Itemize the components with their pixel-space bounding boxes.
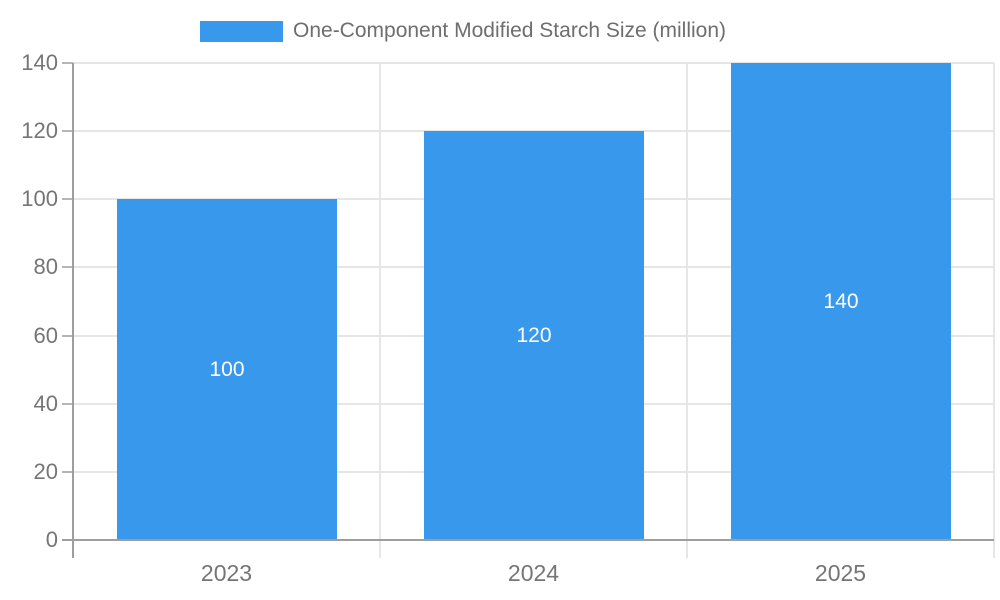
x-tick-label: 2025 xyxy=(814,560,867,586)
y-tick-label: 140 xyxy=(21,50,58,75)
category-separator xyxy=(379,63,381,558)
y-tick-label: 120 xyxy=(21,118,58,143)
y-tick-mark xyxy=(62,403,73,405)
category-separator xyxy=(686,63,688,558)
y-tick-label: 60 xyxy=(33,323,58,348)
y-tick-mark xyxy=(62,130,73,132)
y-tick-label: 80 xyxy=(33,254,58,279)
x-tick-label: 2023 xyxy=(200,560,253,586)
bar-2024[interactable] xyxy=(424,131,644,540)
bar-2023[interactable] xyxy=(117,199,337,540)
y-tick-mark xyxy=(62,62,73,64)
legend-label: One-Component Modified Starch Size (mill… xyxy=(293,19,727,42)
bar-value-label: 120 xyxy=(516,324,552,347)
y-tick-mark xyxy=(62,266,73,268)
y-tick-label: 40 xyxy=(33,391,58,416)
category-separator xyxy=(993,63,995,558)
y-tick-mark xyxy=(62,471,73,473)
bar-2025[interactable] xyxy=(731,63,951,540)
y-tick-mark xyxy=(62,198,73,200)
bar-value-label: 140 xyxy=(823,290,859,313)
x-axis-line xyxy=(62,539,994,541)
y-gridline xyxy=(73,62,994,64)
x-tick-label: 2024 xyxy=(507,560,560,586)
y-tick-label: 20 xyxy=(33,459,58,484)
y-tick-mark xyxy=(62,335,73,337)
y-tick-label: 100 xyxy=(21,186,58,211)
legend[interactable]: One-Component Modified Starch Size (mill… xyxy=(200,14,726,48)
y-tick-label: 0 xyxy=(45,527,58,552)
bar-value-label: 100 xyxy=(209,358,245,381)
legend-swatch xyxy=(200,20,283,42)
y-axis-line xyxy=(72,63,74,558)
